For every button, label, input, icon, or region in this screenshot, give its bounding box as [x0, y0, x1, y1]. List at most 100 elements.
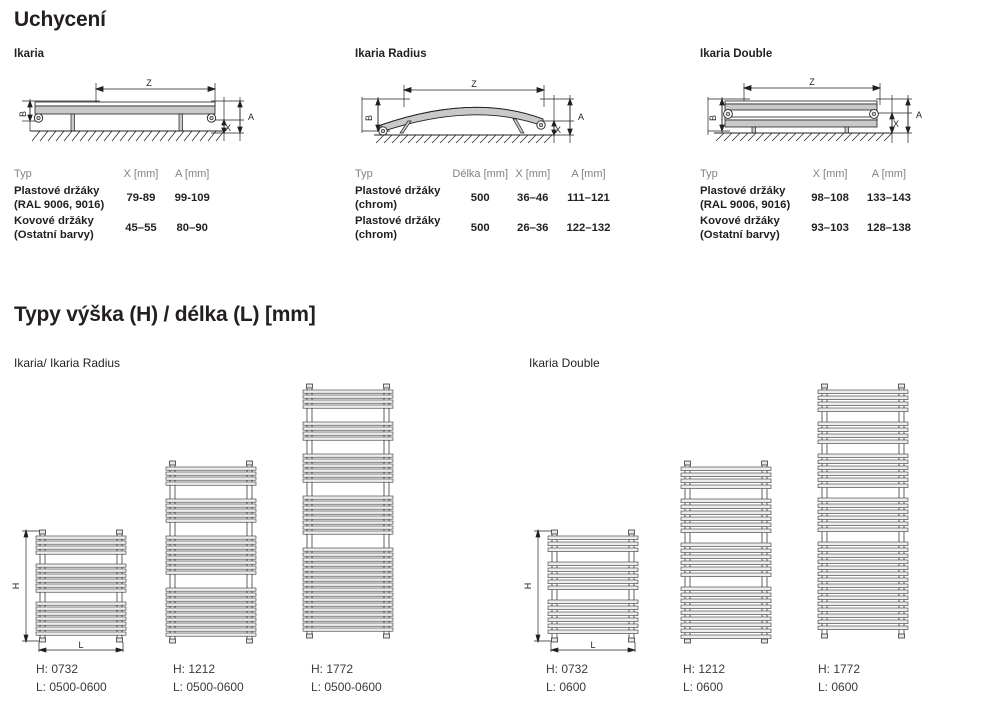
- type-line-1: Plastové držáky: [355, 185, 441, 197]
- height-label: H: 1772: [818, 662, 861, 676]
- size-caption-right-1212: H: 1212 L: 0600: [683, 660, 725, 696]
- length-label: L: 0600: [546, 680, 587, 694]
- dim-label-x: X: [225, 123, 231, 133]
- dim-label-a: A: [578, 112, 584, 122]
- height-label: H: 1212: [683, 662, 726, 676]
- dim-label-z: Z: [809, 77, 815, 87]
- cell-a: 122–132: [566, 222, 611, 234]
- cell-type: Kovové držáky (Ostatní barvy): [700, 213, 802, 243]
- size-caption-left-1212: H: 1212 L: 0500-0600: [173, 660, 244, 696]
- col-header-typ: Typ: [700, 168, 718, 180]
- cell-type: Plastové držáky (chrom): [355, 183, 452, 213]
- dim-label-h: H: [11, 583, 21, 590]
- dim-label-x: X: [555, 125, 561, 135]
- length-label: L: 0500-0600: [173, 680, 244, 694]
- ikaria-radius-mount-side-view: Z B A X: [350, 75, 590, 147]
- group-label-ikaria-double: Ikaria Double: [700, 48, 773, 60]
- dim-label-b: B: [364, 115, 374, 121]
- column-label-ikaria-radius: Ikaria/ Ikaria Radius: [14, 356, 121, 370]
- dim-label-z: Z: [146, 78, 152, 88]
- col-header-x: X [mm]: [812, 168, 848, 180]
- page-title-uchyceni: Uchycení: [14, 8, 106, 31]
- size-caption-left-1772: H: 1772 L: 0500-0600: [311, 660, 382, 696]
- length-label: L: 0600: [818, 680, 859, 694]
- table-header-row: Typ Délka [mm] X [mm] A [mm]: [355, 168, 619, 183]
- dim-label-l: L: [590, 640, 595, 650]
- col-header-a: A [mm]: [571, 168, 606, 180]
- size-caption-left-0732: H: 0732 L: 0500-0600: [36, 660, 107, 696]
- col-header-x: X [mm]: [123, 168, 159, 180]
- dim-label-a: A: [248, 112, 254, 122]
- type-line-2: (RAL 9006, 9016): [14, 199, 105, 211]
- radiator-drawing-ikaria-0732: H L: [6, 524, 136, 653]
- ikaria-mount-side-view: Z B A X: [8, 75, 258, 147]
- cell-x: 93–103: [811, 222, 849, 234]
- type-line-2: (RAL 9006, 9016): [700, 199, 791, 211]
- dim-label-h: H: [523, 583, 533, 590]
- col-header-typ: Typ: [14, 168, 32, 180]
- table-row: Plastové držáky (RAL 9006, 9016) 79-89 9…: [14, 183, 219, 213]
- table-header-row: Typ X [mm] A [mm]: [14, 168, 219, 183]
- radiator-drawing-double-1212: [675, 455, 785, 649]
- radiator-drawing-ikaria-1212: [160, 455, 270, 649]
- radiator-drawing-double-1772: [810, 378, 920, 644]
- cell-a: 99-109: [174, 192, 210, 204]
- cell-type: Kovové držáky (Ostatní barvy): [14, 213, 116, 243]
- table-row: Plastové držáky (chrom) 500 36–46 111–12…: [355, 183, 619, 213]
- mount-table-ikaria: Typ X [mm] A [mm] Plastové držáky (RAL 9…: [14, 168, 219, 243]
- cell-x: 98–108: [811, 192, 849, 204]
- table-row: Kovové držáky (Ostatní barvy) 93–103 128…: [700, 213, 920, 243]
- group-label-ikaria: Ikaria: [14, 48, 45, 60]
- radiator-drawing-double-0732: H L: [518, 524, 648, 653]
- mount-table-ikaria-double: Typ X [mm] A [mm] Plastové držáky (RAL 9…: [700, 168, 920, 243]
- type-line-1: Kovové držáky: [700, 215, 780, 227]
- cell-delka: 500: [470, 222, 490, 234]
- length-label: L: 0600: [683, 680, 724, 694]
- col-header-a: A [mm]: [871, 168, 907, 180]
- col-header-delka: Délka [mm]: [452, 168, 509, 180]
- cell-x: 79-89: [126, 192, 156, 204]
- cell-a: 111–121: [567, 192, 610, 204]
- type-line-1: Kovové držáky: [14, 215, 94, 227]
- radiator-drawing-ikaria-1772: [295, 378, 405, 644]
- col-header-a: A [mm]: [175, 168, 210, 180]
- cell-a: 128–138: [866, 222, 911, 234]
- cell-delka: 500: [470, 192, 490, 204]
- type-line-2: (Ostatní barvy): [14, 229, 94, 241]
- type-line-1: Plastové držáky: [700, 185, 786, 197]
- cell-type: Plastové držáky (RAL 9006, 9016): [14, 183, 116, 213]
- cell-type: Plastové držáky (chrom): [355, 213, 452, 243]
- size-caption-right-0732: H: 0732 L: 0600: [546, 660, 588, 696]
- dim-label-l: L: [78, 640, 83, 650]
- type-line-2: (chrom): [355, 229, 398, 241]
- cell-x: 45–55: [125, 222, 157, 234]
- section-title-typy: Typy výška (H) / délka (L) [mm]: [14, 303, 316, 326]
- dim-label-a: A: [916, 110, 922, 120]
- cell-x: 36–46: [517, 192, 549, 204]
- cell-x: 26–36: [517, 222, 549, 234]
- length-label: L: 0500-0600: [311, 680, 382, 694]
- column-label-ikaria-double: Ikaria Double: [529, 356, 600, 370]
- table-row: Plastové držáky (RAL 9006, 9016) 98–108 …: [700, 183, 920, 213]
- height-label: H: 1212: [173, 662, 216, 676]
- dim-label-z: Z: [471, 79, 477, 89]
- type-line-2: (Ostatní barvy): [700, 229, 780, 241]
- col-header-typ: Typ: [355, 168, 373, 180]
- cell-a: 80–90: [176, 222, 208, 234]
- height-label: H: 0732: [546, 662, 589, 676]
- height-label: H: 0732: [36, 662, 79, 676]
- cell-type: Plastové držáky (RAL 9006, 9016): [700, 183, 802, 213]
- cell-a: 133–143: [866, 192, 911, 204]
- dim-label-b: B: [708, 115, 718, 121]
- table-row: Plastové držáky (chrom) 500 26–36 122–13…: [355, 213, 619, 243]
- col-header-x: X [mm]: [515, 168, 551, 180]
- table-row: Kovové držáky (Ostatní barvy) 45–55 80–9…: [14, 213, 219, 243]
- type-line-1: Plastové držáky: [355, 215, 441, 227]
- height-label: H: 1772: [311, 662, 354, 676]
- table-header-row: Typ X [mm] A [mm]: [700, 168, 920, 183]
- size-caption-right-1772: H: 1772 L: 0600: [818, 660, 860, 696]
- type-line-1: Plastové držáky: [14, 185, 100, 197]
- ikaria-double-mount-side-view: Z B A X: [690, 75, 930, 147]
- dim-label-b: B: [18, 111, 28, 117]
- length-label: L: 0500-0600: [36, 680, 107, 694]
